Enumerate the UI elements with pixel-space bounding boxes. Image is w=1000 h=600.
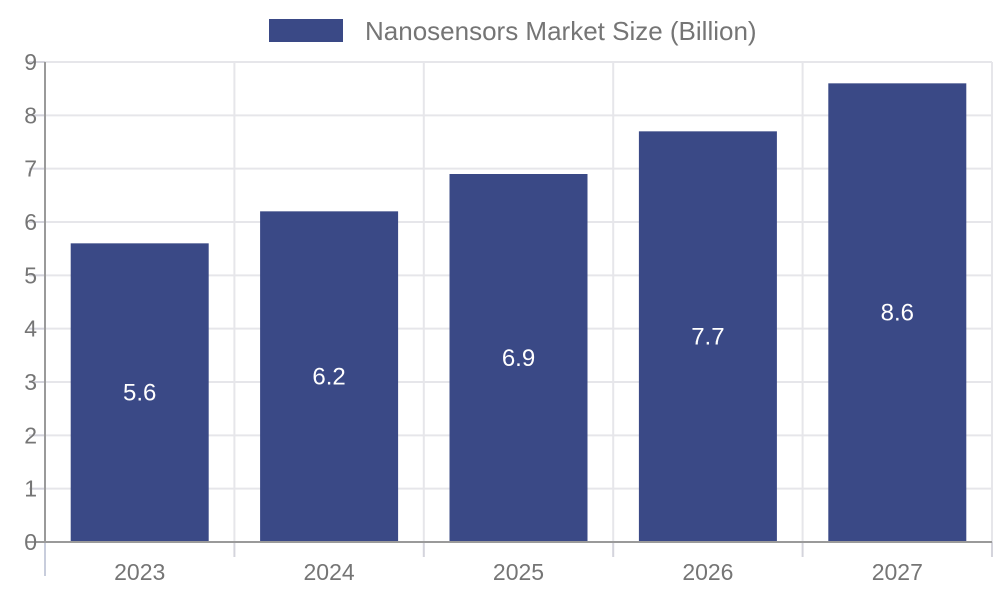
legend: Nanosensors Market Size (Billion) <box>269 16 757 46</box>
y-tick-label: 8 <box>24 102 37 128</box>
y-tick-label: 7 <box>24 156 37 182</box>
y-tick-label: 4 <box>24 316 37 342</box>
legend-swatch <box>269 19 343 42</box>
x-tick-label: 2023 <box>114 559 165 585</box>
legend-label: Nanosensors Market Size (Billion) <box>365 16 757 46</box>
x-tick-label: 2024 <box>304 559 355 585</box>
y-tick-label: 1 <box>24 476 37 502</box>
bar-2025 <box>449 174 588 542</box>
bar-2023 <box>70 243 209 543</box>
bar-value-label: 7.7 <box>691 324 724 351</box>
y-tick-label: 3 <box>24 369 37 395</box>
bars: 5.6 6.2 6.9 7.7 8.6 <box>70 83 967 543</box>
bar-value-label: 5.6 <box>123 380 156 407</box>
y-tick-label: 0 <box>24 529 37 555</box>
bar-2026 <box>638 131 777 543</box>
y-tick-label: 9 <box>24 49 37 75</box>
bar-value-label: 8.6 <box>881 300 914 327</box>
bar-value-label: 6.2 <box>312 364 345 391</box>
y-tick-label: 6 <box>24 209 37 235</box>
y-tick-label: 5 <box>24 262 37 288</box>
bar-2024 <box>260 211 399 543</box>
x-tick-label: 2026 <box>682 559 733 585</box>
bar-2027 <box>828 83 967 542</box>
x-tick-label: 2025 <box>493 559 544 585</box>
axis-labels: 0 1 2 3 4 5 6 7 8 9 2023 2024 2025 2026 2027 <box>24 49 923 585</box>
y-tick-label: 2 <box>24 422 37 448</box>
bar-value-label: 6.9 <box>502 345 535 372</box>
axes <box>26 62 992 576</box>
x-tick-label: 2027 <box>872 559 923 585</box>
